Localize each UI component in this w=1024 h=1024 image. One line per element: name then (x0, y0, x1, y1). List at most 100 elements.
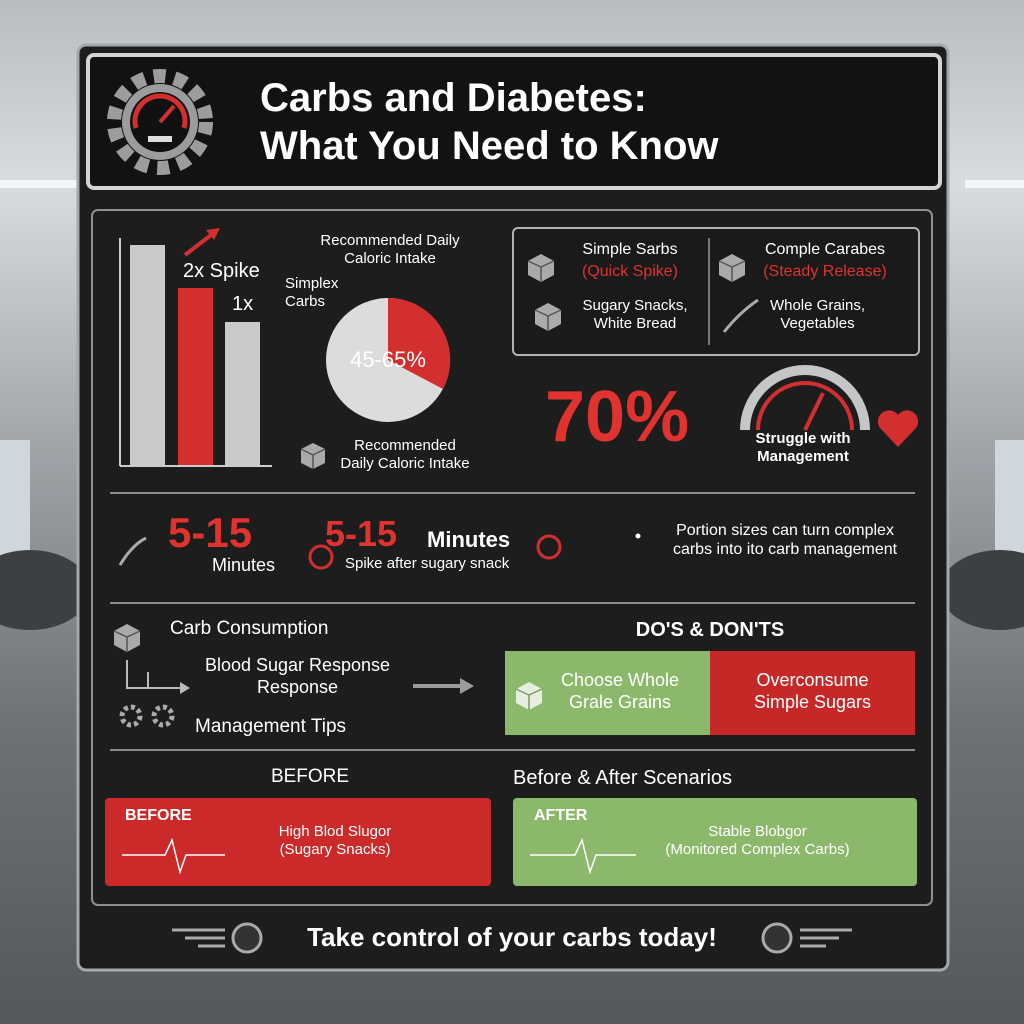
do-text: Choose Whole Grale Grains (545, 670, 695, 713)
stat-label-line: Struggle with (755, 430, 851, 447)
dont-line: Overconsume (756, 670, 869, 690)
complex-subtitle: (Steady Release) (763, 263, 887, 280)
do-line: Choose Whole (560, 670, 680, 690)
car (940, 550, 1024, 630)
stopwatch-icon (536, 534, 562, 560)
after-line: Stable Blobgor (708, 823, 807, 840)
timing-caption: Spike after sugary snack (345, 555, 510, 572)
flow-step-line: Blood Sugar Response (204, 655, 391, 675)
stat-value: 70% (545, 377, 690, 457)
before-text: High Blod Slugor (Sugary Snacks) (255, 823, 415, 859)
arrow-head (460, 678, 474, 694)
timing-note: Portion sizes can turn complex carbs int… (640, 521, 930, 559)
heart-icon (877, 410, 919, 447)
simple-title: Simple Sarbs (582, 241, 678, 258)
title-line: Carbs and Diabetes: (260, 76, 647, 120)
connector (126, 660, 185, 689)
gear-icon (107, 69, 213, 175)
pie-caption-line: Recommended (354, 437, 456, 454)
wing-icon (172, 922, 263, 954)
ekg-line (122, 837, 225, 875)
pie-title-line: Recommended Daily (320, 232, 460, 249)
after-text: Stable Blobgor (Monitored Complex Carbs) (650, 823, 865, 859)
example-line: White Bread (593, 315, 677, 332)
example-line: Sugary Snacks, (582, 297, 688, 314)
example-line: Vegetables (780, 315, 855, 332)
pie-side-label-line: Carbs (285, 293, 326, 310)
flow-step: Management Tips (195, 716, 347, 737)
dont-line: Simple Sugars (753, 691, 872, 712)
title-box (86, 53, 942, 190)
timing-unit: Minutes (427, 527, 511, 552)
gauge-scale (756, 381, 854, 431)
timing-value: 5-15 (325, 513, 398, 554)
before-box (105, 798, 491, 886)
pie-value: 45-65% (350, 347, 426, 372)
arrow-head (206, 228, 220, 240)
base-label: 1x (232, 293, 254, 315)
after-label: AFTER (534, 807, 588, 824)
stat-label: Struggle with Management (738, 430, 868, 466)
before-line: (Sugary Snacks) (279, 841, 391, 858)
pie-side-label: Simplex Carbs (285, 275, 338, 311)
scenario-heading: BEFORE (270, 766, 350, 787)
cube-icon (534, 303, 562, 331)
content-border (91, 209, 933, 906)
pie-title-line: Caloric Intake (344, 250, 436, 267)
flow-step-line: Response (256, 676, 339, 697)
pie-side-label-line: Simplex (285, 275, 339, 292)
do-line: Grale Grains (568, 691, 672, 712)
flow-step: Blood Sugar Response Response (195, 655, 400, 698)
ekg-line (530, 837, 636, 875)
title-line: What You Need to Know (260, 124, 719, 168)
before-line: High Blod Slugor (278, 823, 392, 840)
ceiling-light (0, 180, 80, 188)
pie-slice (388, 297, 451, 389)
cube-icon (527, 254, 555, 282)
stat-label-line: Management (757, 448, 849, 465)
arrow (183, 230, 217, 257)
window (0, 440, 30, 560)
timing-unit: Minutes (212, 555, 276, 575)
after-box (513, 798, 917, 886)
dos-donts-heading: DO'S & DON'TS (635, 619, 785, 641)
gauge (740, 365, 870, 431)
cube-icon (113, 624, 141, 652)
pie-title: Recommended Daily Caloric Intake (315, 232, 465, 268)
complex-examples: Whole Grains, Vegetables (745, 297, 890, 333)
scenario-heading: Before & After Scenarios (513, 767, 733, 789)
car (0, 550, 90, 630)
footer-text: Take control of your carbs today! (307, 922, 717, 952)
before-label: BEFORE (125, 807, 192, 824)
cube-icon (300, 443, 326, 469)
simple-examples: Sugary Snacks, White Bread (560, 297, 710, 333)
after-line: (Monitored Complex Carbs) (665, 841, 850, 858)
arrow-head (180, 682, 190, 694)
pie-caption-line: Daily Caloric Intake (340, 455, 470, 472)
stopwatch-icon (308, 544, 334, 570)
bar (178, 288, 213, 465)
cube-icon (718, 254, 746, 282)
dont-box (710, 651, 915, 735)
title: Carbs and Diabetes: What You Need to Kno… (260, 74, 719, 170)
cube-icon (515, 682, 543, 710)
ceiling-light (965, 180, 1024, 188)
window (995, 440, 1024, 560)
complex-title: Comple Carabes (764, 241, 886, 258)
note-line: Portion sizes can turn complex (676, 522, 894, 539)
gear-icon (119, 704, 143, 728)
timing-value: 5-15 (168, 509, 253, 556)
gear-icon (151, 704, 175, 728)
grain-icon (722, 298, 759, 333)
flow-step: Carb Consumption (170, 618, 329, 639)
spike-label: 2x Spike (183, 260, 260, 282)
example-line: Whole Grains, (769, 297, 866, 314)
grain-icon (118, 536, 147, 566)
dont-text: Overconsume Simple Sugars (735, 670, 890, 713)
bar (130, 245, 165, 465)
comparison-box (512, 227, 920, 356)
